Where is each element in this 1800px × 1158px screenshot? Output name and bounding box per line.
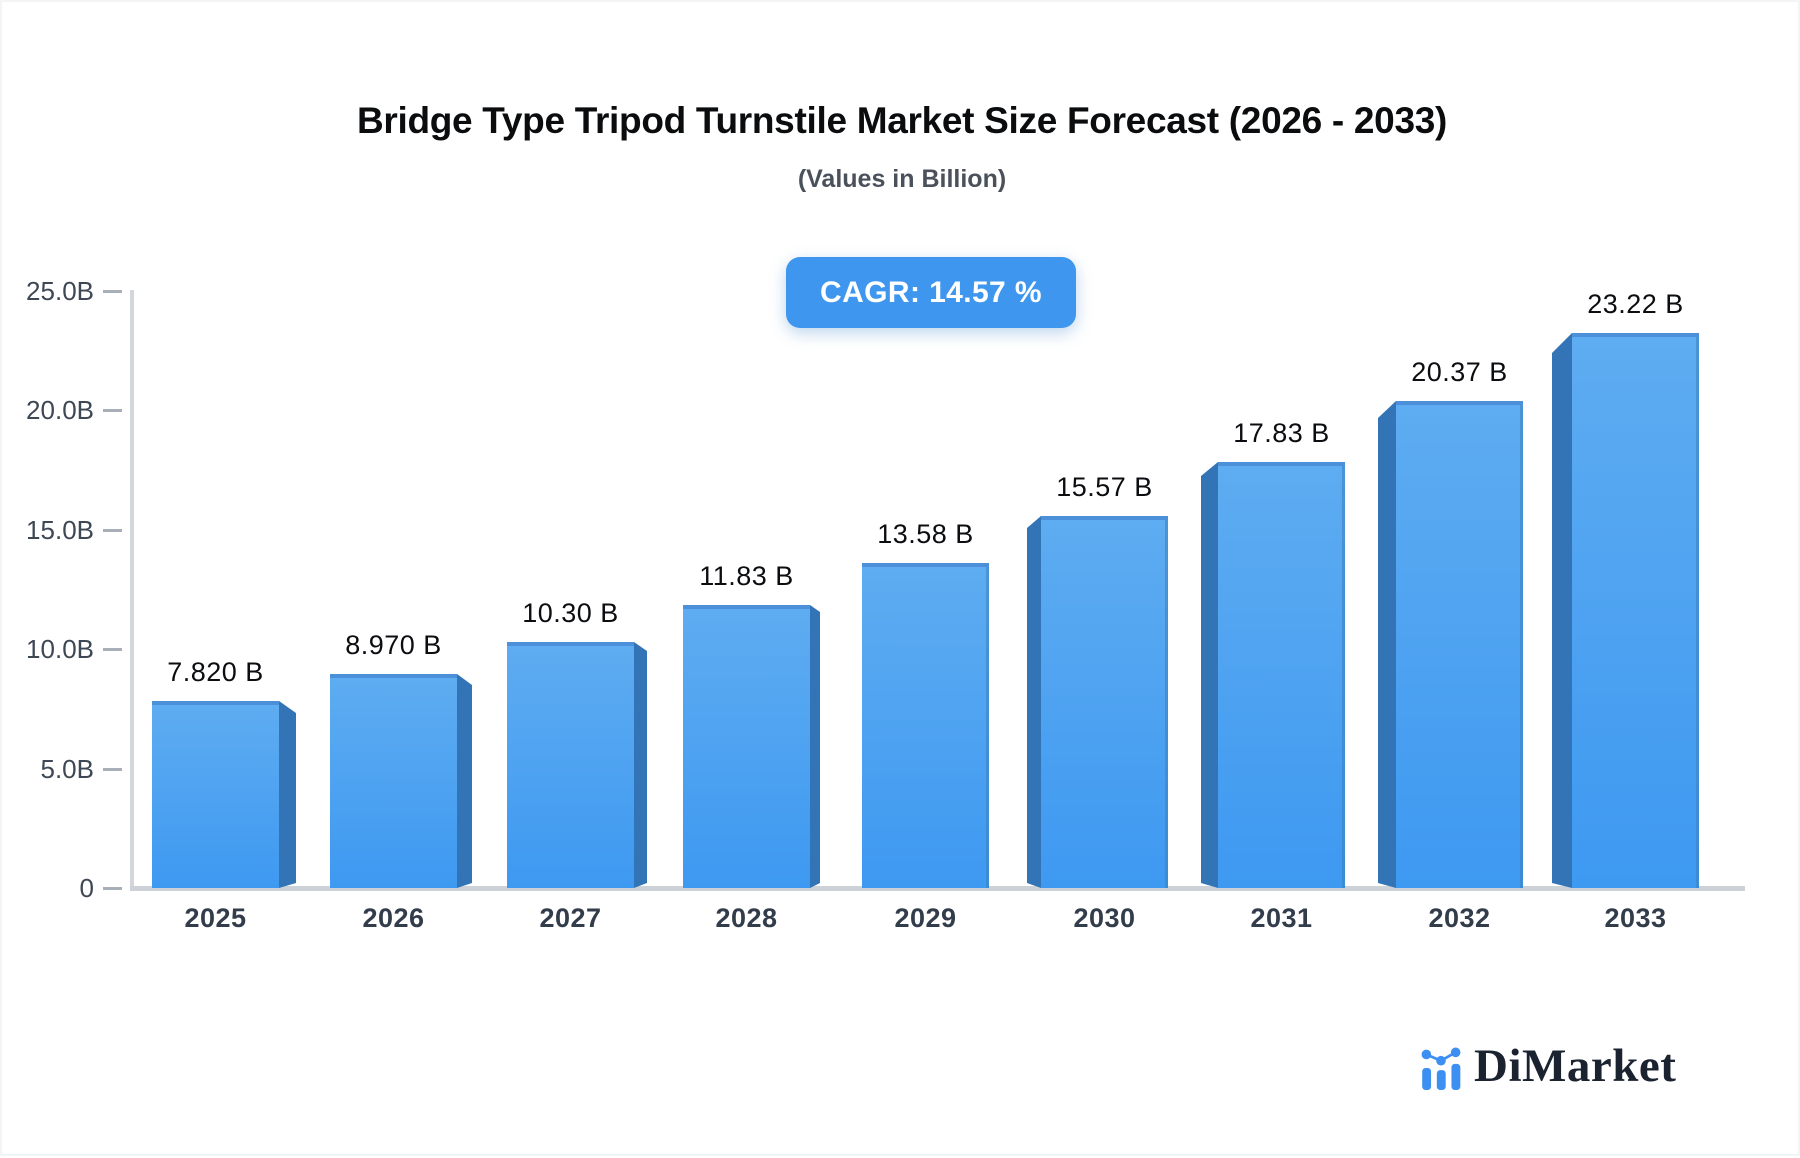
bar-3d-side-2026 (457, 674, 472, 888)
chart-subtitle: (Values in Billion) (797, 165, 1007, 193)
bar-value-label-2033: 23.22 B (1587, 289, 1684, 319)
bar-2025 (152, 701, 279, 888)
y-tick-mark-10.0B (103, 648, 122, 651)
bar-2027 (507, 642, 634, 888)
bar-value-label-2030: 15.57 B (1056, 472, 1153, 502)
bar-2029 (862, 563, 989, 888)
bar-value-label-2031: 17.83 B (1233, 418, 1330, 448)
x-axis-label-2030: 2030 (1073, 903, 1136, 933)
bar-value-label-2029: 13.58 B (877, 519, 974, 549)
logo-icon-shapes (1421, 1047, 1461, 1090)
bar-2028 (683, 605, 810, 888)
bar-value-label-2028: 11.83 B (699, 561, 794, 591)
chart-title: Bridge Type Tripod Turnstile Market Size… (356, 100, 1448, 141)
bar-2026 (330, 674, 457, 888)
y-tick-label-10.0B: 10.0B (26, 634, 94, 664)
x-axis-label-2031: 2031 (1250, 903, 1313, 933)
y-tick-label-15.0B: 15.0B (26, 514, 94, 545)
y-tick-label-5.0B: 5.0B (40, 753, 95, 784)
y-axis-line (130, 290, 134, 888)
brand-logo: DiMarket (1420, 1042, 1676, 1090)
x-axis-label-2033: 2033 (1604, 903, 1667, 933)
x-axis-baseline (130, 886, 1745, 891)
bar-3d-side-2030 (1027, 516, 1041, 888)
x-axis-label-2032: 2032 (1428, 903, 1491, 933)
x-axis-label-2025: 2025 (184, 903, 247, 933)
bar-2030 (1041, 516, 1168, 888)
bar-3d-side-2033 (1552, 333, 1572, 888)
y-tick-label-0: 0 (79, 873, 94, 903)
x-axis-label-2027: 2027 (539, 903, 602, 933)
y-tick-mark-5.0B (103, 767, 122, 771)
y-tick-mark-0 (103, 887, 122, 890)
bar-value-label-2032: 20.37 B (1411, 357, 1508, 387)
bar-3d-side-2032 (1378, 401, 1396, 888)
bar-3d-side-2025 (279, 701, 296, 888)
y-tick-mark-25.0B (103, 289, 122, 293)
y-tick-mark-20.0B (103, 409, 122, 412)
bar-2032 (1396, 401, 1523, 888)
cagr-badge: CAGR: 14.57 % (786, 257, 1076, 328)
bar-2031 (1218, 462, 1345, 888)
x-axis-label-2029: 2029 (894, 903, 957, 933)
bar-value-label-2027: 10.30 B (522, 598, 619, 628)
y-tick-label-25.0B: 25.0B (26, 275, 94, 306)
y-tick-mark-15.0B (103, 528, 122, 532)
bar-3d-side-2027 (634, 642, 647, 888)
bar-value-label-2026: 8.970 B (345, 630, 442, 660)
bar-3d-side-2031 (1201, 462, 1218, 888)
cagr-badge-label: CAGR: 14.57 % (820, 275, 1042, 309)
bar-2033 (1572, 333, 1699, 888)
y-tick-label-20.0B: 20.0B (26, 395, 94, 425)
mini-bar-chart-logo-icon (1421, 1047, 1461, 1090)
x-axis-label-2028: 2028 (715, 903, 778, 933)
bar-value-label-2025: 7.820 B (167, 657, 264, 687)
bar-3d-side-2028 (810, 605, 820, 888)
brand-logo-text: DiMarket (1474, 1040, 1677, 1092)
x-axis-label-2026: 2026 (362, 903, 425, 933)
